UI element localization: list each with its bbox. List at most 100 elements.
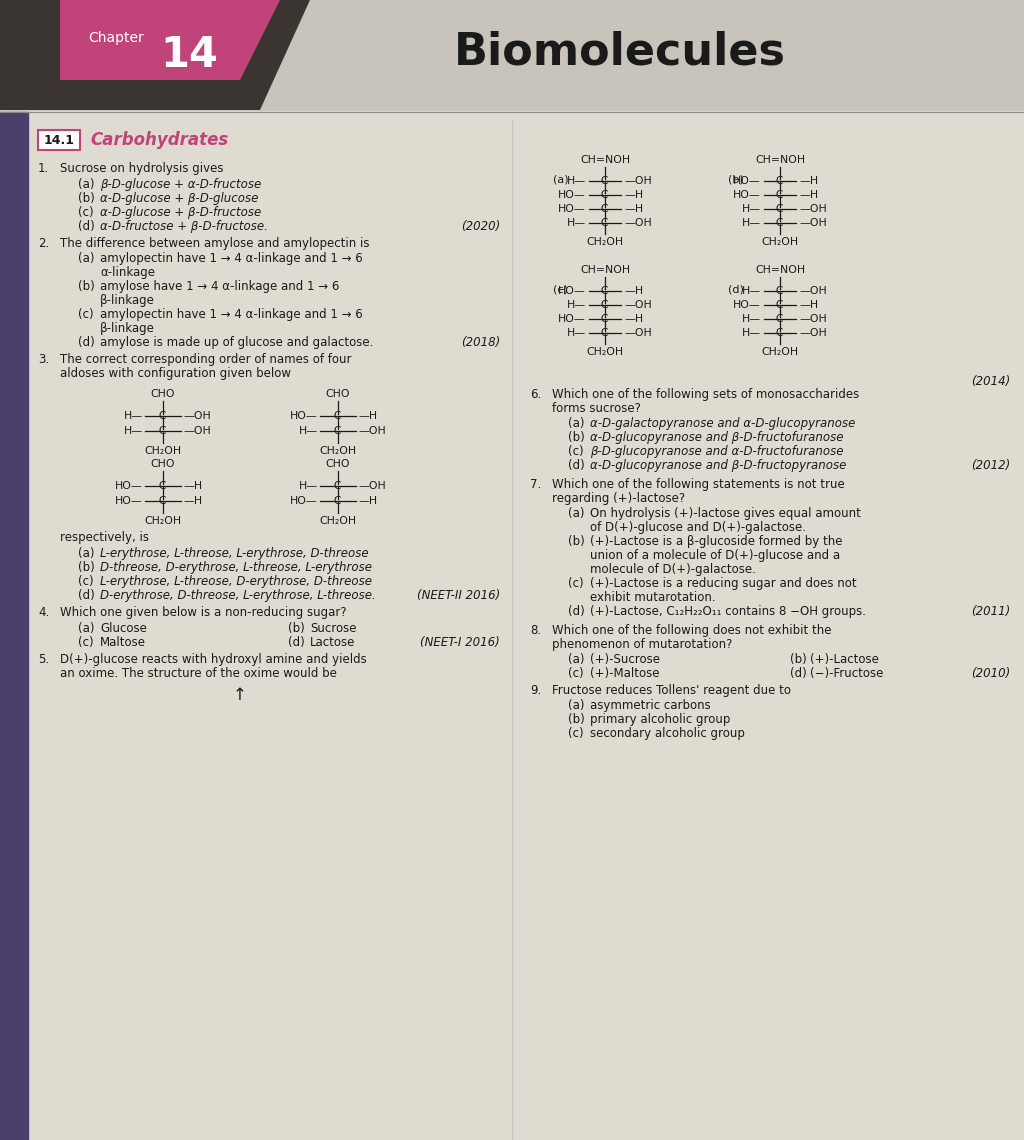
Text: (c): (c) <box>78 308 93 321</box>
Text: (+)-Maltose: (+)-Maltose <box>590 667 659 679</box>
Text: —C—: —C— <box>324 426 352 435</box>
Text: H—: H— <box>567 218 586 228</box>
Text: CH=NOH: CH=NOH <box>755 264 805 275</box>
Bar <box>0 0 1024 109</box>
Text: CHO: CHO <box>326 389 350 399</box>
Text: HO—: HO— <box>558 204 586 214</box>
Text: —H: —H <box>624 204 643 214</box>
Text: ↑: ↑ <box>233 686 247 705</box>
Text: forms sucrose?: forms sucrose? <box>552 402 641 415</box>
Text: —C—: —C— <box>765 328 795 337</box>
Text: Which one of the following sets of monosaccharides: Which one of the following sets of monos… <box>552 388 859 401</box>
Text: CH₂OH: CH₂OH <box>319 516 356 526</box>
Text: molecule of D(+)-galactose.: molecule of D(+)-galactose. <box>590 563 756 576</box>
Text: Chapter: Chapter <box>88 31 143 44</box>
Text: HO—: HO— <box>116 496 143 506</box>
Text: Which one of the following does not exhibit the: Which one of the following does not exhi… <box>552 624 831 637</box>
Text: Glucose: Glucose <box>100 622 146 635</box>
Text: —C—: —C— <box>590 300 620 310</box>
Text: (d): (d) <box>728 285 743 295</box>
Text: —C—: —C— <box>148 426 178 435</box>
Text: —C—: —C— <box>590 286 620 296</box>
Text: —OH: —OH <box>624 218 651 228</box>
Text: (b): (b) <box>568 431 585 443</box>
Text: union of a molecule of D(+)-glucose and a: union of a molecule of D(+)-glucose and … <box>590 549 840 562</box>
Text: (c): (c) <box>78 636 93 649</box>
Text: —C—: —C— <box>590 218 620 228</box>
Text: CH=NOH: CH=NOH <box>580 264 630 275</box>
Text: —OH: —OH <box>799 286 826 296</box>
Text: L-erythrose, L-threose, L-erythrose, D-threose: L-erythrose, L-threose, L-erythrose, D-t… <box>100 547 369 560</box>
Text: CH₂OH: CH₂OH <box>587 237 624 247</box>
Text: —H: —H <box>799 190 818 200</box>
Text: amylopectin have 1 → 4 α-linkage and 1 → 6: amylopectin have 1 → 4 α-linkage and 1 →… <box>100 252 362 264</box>
Text: Biomolecules: Biomolecules <box>454 31 786 73</box>
Text: 8.: 8. <box>530 624 541 637</box>
Text: —H: —H <box>624 314 643 324</box>
Text: —C—: —C— <box>148 412 178 421</box>
Text: H—: H— <box>741 204 761 214</box>
Text: H—: H— <box>567 300 586 310</box>
Text: β-linkage: β-linkage <box>100 321 155 335</box>
Text: (NEET-I 2016): (NEET-I 2016) <box>420 636 500 649</box>
Text: (a): (a) <box>553 176 568 185</box>
Text: —OH: —OH <box>183 426 211 435</box>
Polygon shape <box>0 0 310 109</box>
Text: —C—: —C— <box>324 412 352 421</box>
Text: CH₂OH: CH₂OH <box>762 347 799 357</box>
Text: phenomenon of mutarotation?: phenomenon of mutarotation? <box>552 638 732 651</box>
Text: (c): (c) <box>568 445 584 458</box>
Text: —OH: —OH <box>358 426 386 435</box>
Text: —C—: —C— <box>765 314 795 324</box>
Text: regarding (+)-lactose?: regarding (+)-lactose? <box>552 492 685 505</box>
Text: HO—: HO— <box>290 496 318 506</box>
Text: primary alcoholic group: primary alcoholic group <box>590 712 730 726</box>
Text: (+)-Sucrose: (+)-Sucrose <box>590 653 660 666</box>
Text: 4.: 4. <box>38 606 49 619</box>
Text: H—: H— <box>567 176 586 186</box>
Text: α-D-galactopyranose and α-D-glucopyranose: α-D-galactopyranose and α-D-glucopyranos… <box>590 417 855 430</box>
Text: —OH: —OH <box>799 204 826 214</box>
Text: CH₂OH: CH₂OH <box>144 516 181 526</box>
Text: amylose have 1 → 4 α-linkage and 1 → 6: amylose have 1 → 4 α-linkage and 1 → 6 <box>100 280 339 293</box>
Text: HO—: HO— <box>558 314 586 324</box>
Text: (2020): (2020) <box>461 220 500 233</box>
Text: (b): (b) <box>568 712 585 726</box>
Text: —C—: —C— <box>765 204 795 214</box>
Text: —H: —H <box>358 412 377 421</box>
Text: H—: H— <box>567 328 586 337</box>
Text: (c): (c) <box>553 285 568 295</box>
Text: α-D-fructose + β-D-fructose.: α-D-fructose + β-D-fructose. <box>100 220 268 233</box>
Text: 14.1: 14.1 <box>43 133 75 147</box>
Text: —C—: —C— <box>590 328 620 337</box>
Text: —H: —H <box>358 496 377 506</box>
Bar <box>38 130 80 150</box>
Text: (2014): (2014) <box>971 375 1010 388</box>
Text: respectively, is: respectively, is <box>60 531 150 544</box>
Text: HO—: HO— <box>733 300 761 310</box>
Text: H—: H— <box>741 328 761 337</box>
Text: The correct corresponding order of names of four: The correct corresponding order of names… <box>60 353 351 366</box>
Text: —OH: —OH <box>624 300 651 310</box>
Text: Which one of the following statements is not true: Which one of the following statements is… <box>552 478 845 491</box>
Text: H—: H— <box>124 426 143 435</box>
Text: CHO: CHO <box>151 389 175 399</box>
Text: α-linkage: α-linkage <box>100 266 155 279</box>
Text: CH=NOH: CH=NOH <box>755 155 805 165</box>
Text: H—: H— <box>299 481 318 491</box>
Text: D-erythrose, D-threose, L-erythrose, L-threose.: D-erythrose, D-threose, L-erythrose, L-t… <box>100 589 376 602</box>
Text: α-D-glucose + β-D-fructose: α-D-glucose + β-D-fructose <box>100 206 261 219</box>
Text: —C—: —C— <box>324 496 352 506</box>
Text: L-erythrose, L-threose, D-erythrose, D-threose: L-erythrose, L-threose, D-erythrose, D-t… <box>100 575 372 588</box>
Text: (b): (b) <box>288 622 305 635</box>
Text: —H: —H <box>624 190 643 200</box>
Text: 5.: 5. <box>38 653 49 666</box>
Text: aldoses with configuration given below: aldoses with configuration given below <box>60 367 291 380</box>
Text: (a): (a) <box>78 547 94 560</box>
Text: 3.: 3. <box>38 353 49 366</box>
Text: Carbohydrates: Carbohydrates <box>90 131 228 149</box>
Text: D(+)-glucose reacts with hydroxyl amine and yields: D(+)-glucose reacts with hydroxyl amine … <box>60 653 367 666</box>
Text: H—: H— <box>299 426 318 435</box>
Text: (a): (a) <box>568 417 585 430</box>
Text: H—: H— <box>741 218 761 228</box>
